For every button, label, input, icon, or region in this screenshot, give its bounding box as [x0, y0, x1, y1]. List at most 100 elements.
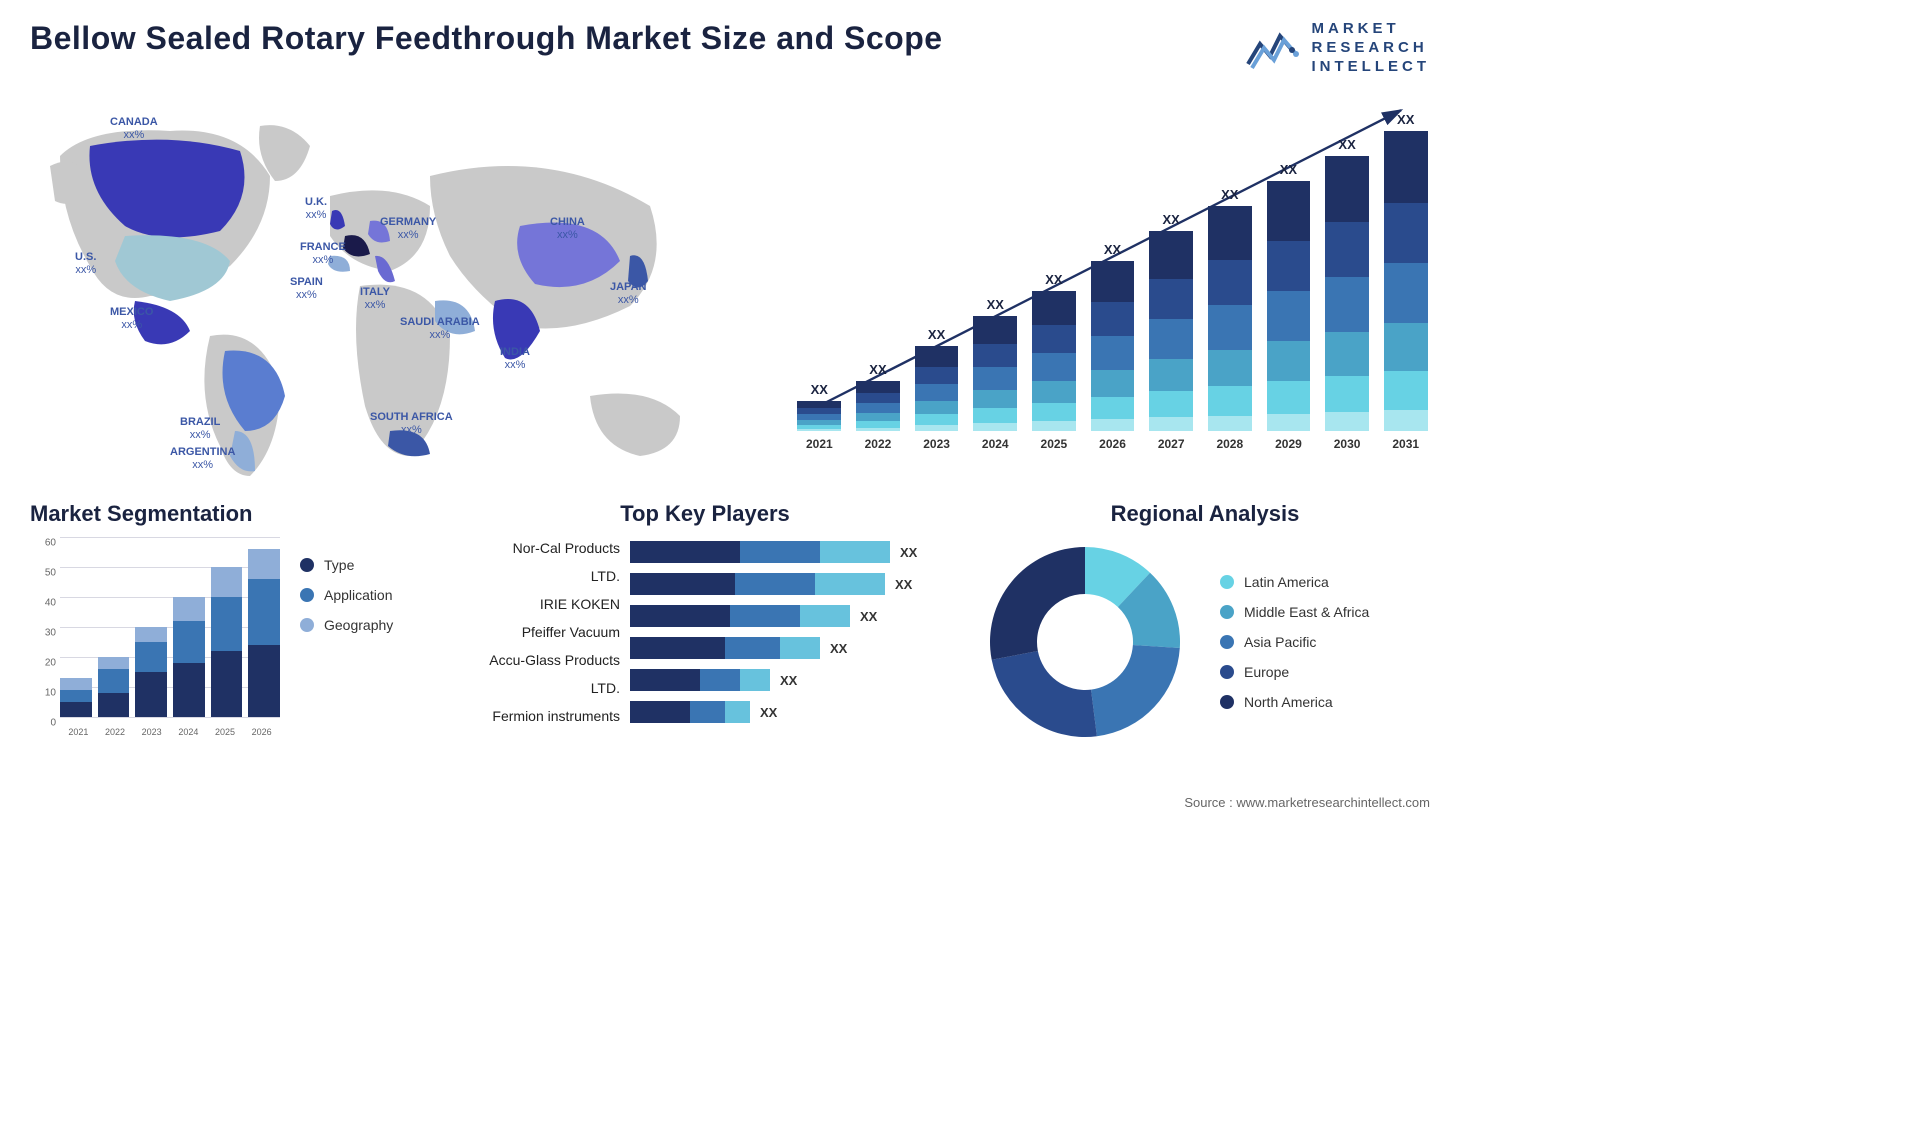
year-label: 2024	[982, 437, 1009, 451]
year-label: 2030	[1334, 437, 1361, 451]
growth-bar: XX 2023	[912, 327, 961, 451]
player-value-label: XX	[895, 577, 912, 592]
player-value-label: XX	[900, 545, 917, 560]
seg-bar	[211, 567, 243, 717]
donut-slice	[1091, 645, 1180, 736]
player-bar-row: XX	[630, 701, 960, 723]
donut-slice	[990, 547, 1085, 660]
bar-value-label: XX	[869, 362, 886, 377]
player-bar-row: XX	[630, 605, 960, 627]
bar-value-label: XX	[987, 297, 1004, 312]
page-title: Bellow Sealed Rotary Feedthrough Market …	[30, 20, 943, 57]
legend-item: Application	[300, 587, 393, 603]
map-label: CHINAxx%	[550, 216, 585, 241]
donut-slice	[992, 651, 1097, 737]
year-label: 2025	[1041, 437, 1068, 451]
segmentation-block: Market Segmentation 01020304050602021202…	[30, 501, 430, 747]
segmentation-chart: 0102030405060202120222023202420252026	[30, 537, 280, 737]
bar-value-label: XX	[1221, 187, 1238, 202]
map-label: U.S.xx%	[75, 251, 96, 276]
bar-value-label: XX	[928, 327, 945, 342]
map-label: SAUDI ARABIAxx%	[400, 316, 480, 341]
year-label: 2031	[1392, 437, 1419, 451]
seg-year-label: 2021	[68, 727, 88, 737]
legend-item: Geography	[300, 617, 393, 633]
player-names: Nor-Cal Products LTD. IRIE KOKEN Pfeiffer V…	[450, 537, 620, 727]
bar-value-label: XX	[1397, 112, 1414, 127]
players-title: Top Key Players	[450, 501, 960, 527]
year-label: 2029	[1275, 437, 1302, 451]
regional-donut	[980, 537, 1190, 747]
seg-bar	[98, 657, 130, 717]
bar-value-label: XX	[811, 382, 828, 397]
regional-legend: Latin America Middle East & Africa Asia Pa…	[1220, 574, 1369, 710]
seg-bar	[248, 549, 280, 717]
year-label: 2022	[865, 437, 892, 451]
bar-value-label: XX	[1045, 272, 1062, 287]
logo-line1: MARKET	[1312, 20, 1431, 39]
player-value-label: XX	[860, 609, 877, 624]
growth-bar-chart: XX 2021 XX 2022 XX 2023 XX 2024 XX 2025 XX2026 XX 20…	[760, 96, 1430, 476]
seg-year-label: 2024	[178, 727, 198, 737]
logo-line2: RESEARCH	[1312, 39, 1431, 58]
player-name: Fermion instruments	[450, 705, 620, 727]
growth-bar: XX 2022	[854, 362, 903, 451]
player-name: IRIE KOKEN	[450, 593, 620, 615]
bottom-row: Market Segmentation 01020304050602021202…	[30, 501, 1430, 747]
seg-bar	[60, 678, 92, 717]
players-block: Top Key Players Nor-Cal Products LTD. IRIE…	[450, 501, 960, 747]
bar-value-label: XX	[1280, 162, 1297, 177]
player-bar-row: XX	[630, 669, 960, 691]
growth-bar: XX 2031	[1381, 112, 1430, 451]
year-label: 2021	[806, 437, 833, 451]
map-label: SOUTH AFRICAxx%	[370, 411, 453, 436]
player-bar-row: XX	[630, 573, 960, 595]
player-value-label: XX	[780, 673, 797, 688]
legend-item: Middle East & Africa	[1220, 604, 1369, 620]
player-name: Pfeiffer Vacuum	[450, 621, 620, 643]
map-label: U.K.xx%	[305, 196, 327, 221]
map-label: ARGENTINAxx%	[170, 446, 235, 471]
legend-item: Asia Pacific	[1220, 634, 1369, 650]
growth-bar: XX 2030	[1323, 137, 1372, 451]
bar-value-label: XX	[1162, 212, 1179, 227]
logo-icon	[1244, 24, 1302, 72]
header: Bellow Sealed Rotary Feedthrough Market …	[30, 20, 1430, 76]
logo: MARKET RESEARCH INTELLECT	[1244, 20, 1431, 76]
map-label: ITALYxx%	[360, 286, 390, 311]
growth-bar: XX 2028	[1205, 187, 1254, 451]
legend-item: Latin America	[1220, 574, 1369, 590]
player-name: LTD.	[450, 677, 620, 699]
legend-item: Type	[300, 557, 393, 573]
player-name: Accu-Glass Products	[450, 649, 620, 671]
growth-bar: XX 2029	[1264, 162, 1313, 451]
player-name: Nor-Cal Products	[450, 537, 620, 559]
map-label: BRAZILxx%	[180, 416, 220, 441]
year-label: 2023	[923, 437, 950, 451]
map-label: GERMANYxx%	[380, 216, 436, 241]
year-label: 2027	[1158, 437, 1185, 451]
regional-title: Regional Analysis	[980, 501, 1430, 527]
player-bar-row: XX	[630, 541, 960, 563]
map-label: SPAINxx%	[290, 276, 323, 301]
legend-item: Europe	[1220, 664, 1369, 680]
map-label: FRANCExx%	[300, 241, 346, 266]
growth-bar: XX 2025	[1030, 272, 1079, 451]
player-value-label: XX	[830, 641, 847, 656]
map-label: MEXICOxx%	[110, 306, 153, 331]
map-label: CANADAxx%	[110, 116, 158, 141]
seg-year-label: 2026	[252, 727, 272, 737]
player-name: LTD.	[450, 565, 620, 587]
player-bar-row: XX	[630, 637, 960, 659]
year-label: 2028	[1216, 437, 1243, 451]
seg-bar	[173, 597, 205, 717]
segmentation-title: Market Segmentation	[30, 501, 430, 527]
source-text: Source : www.marketresearchintellect.com	[1184, 795, 1430, 810]
growth-bar: XX2026	[1088, 242, 1137, 451]
seg-year-label: 2022	[105, 727, 125, 737]
logo-line3: INTELLECT	[1312, 58, 1431, 77]
map-label: JAPANxx%	[610, 281, 646, 306]
map-label: INDIAxx%	[500, 346, 530, 371]
player-bars: XX XX XX XX XX XX	[630, 537, 960, 727]
bar-value-label: XX	[1338, 137, 1355, 152]
